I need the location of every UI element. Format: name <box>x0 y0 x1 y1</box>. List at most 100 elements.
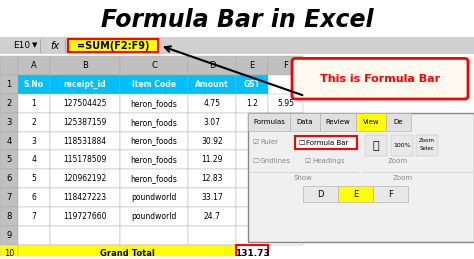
Bar <box>268 169 303 188</box>
Text: Item Code: Item Code <box>132 80 176 89</box>
Text: Data: Data <box>297 119 313 125</box>
Text: 1: 1 <box>6 80 12 89</box>
Text: 118427223: 118427223 <box>64 193 107 202</box>
Bar <box>268 226 303 244</box>
Bar <box>188 75 236 94</box>
Text: 9: 9 <box>6 231 12 240</box>
Text: 4.27: 4.27 <box>277 118 294 127</box>
Bar <box>320 113 356 131</box>
Bar <box>18 113 50 132</box>
Text: S.No: S.No <box>24 80 44 89</box>
Bar <box>68 39 158 53</box>
Bar <box>0 188 18 207</box>
Bar <box>0 37 474 54</box>
Text: Review: Review <box>326 119 350 125</box>
Text: Ruler: Ruler <box>260 139 278 145</box>
Text: ▼: ▼ <box>32 42 38 48</box>
Text: 12.83: 12.83 <box>201 174 223 183</box>
Bar <box>236 169 268 188</box>
Bar <box>188 56 236 75</box>
Text: Zoom: Zoom <box>388 159 408 164</box>
Bar <box>188 113 236 132</box>
Text: 125387159: 125387159 <box>64 118 107 127</box>
Bar <box>236 94 268 113</box>
Text: 118531884: 118531884 <box>64 136 107 146</box>
Text: heron_foods: heron_foods <box>130 155 177 164</box>
Text: heron_foods: heron_foods <box>130 118 177 127</box>
Text: 7: 7 <box>32 212 36 221</box>
Text: This is Formula Bar: This is Formula Bar <box>320 74 440 84</box>
Text: 33.17: 33.17 <box>201 193 223 202</box>
Bar <box>18 226 50 244</box>
Text: 4.75: 4.75 <box>203 99 220 108</box>
Bar <box>236 75 268 94</box>
Bar <box>50 56 120 75</box>
Bar <box>120 113 188 132</box>
Text: Formulas: Formulas <box>253 119 285 125</box>
Text: 11.29: 11.29 <box>201 155 223 164</box>
Text: 10: 10 <box>4 249 14 258</box>
Text: =SUM(F2:F9): =SUM(F2:F9) <box>77 41 149 51</box>
FancyBboxPatch shape <box>292 59 468 99</box>
Text: 120962192: 120962192 <box>64 174 107 183</box>
Text: 131.73: 131.73 <box>235 249 269 258</box>
Bar <box>50 207 120 226</box>
Bar <box>120 207 188 226</box>
Bar <box>0 207 18 226</box>
Text: 3.07: 3.07 <box>203 118 220 127</box>
Bar <box>236 132 268 150</box>
Text: E: E <box>249 61 255 70</box>
Bar <box>0 56 18 75</box>
Bar <box>248 113 474 242</box>
Text: 115178509: 115178509 <box>64 155 107 164</box>
Bar <box>338 186 373 202</box>
Text: 4: 4 <box>32 155 36 164</box>
Text: F: F <box>388 190 393 199</box>
Bar <box>188 226 236 244</box>
Text: Selec: Selec <box>419 146 434 151</box>
Text: De: De <box>394 119 403 125</box>
Bar <box>120 169 188 188</box>
Bar <box>268 150 303 169</box>
Text: receipt_id: receipt_id <box>64 80 106 89</box>
Text: ☑: ☑ <box>252 139 258 145</box>
Bar <box>188 169 236 188</box>
Bar <box>120 188 188 207</box>
Bar <box>50 169 120 188</box>
Bar <box>236 226 268 244</box>
Bar <box>50 150 120 169</box>
Bar <box>356 113 386 131</box>
Text: Show: Show <box>293 175 312 181</box>
Text: D: D <box>209 61 215 70</box>
Text: Headings: Headings <box>312 159 345 164</box>
Bar <box>0 169 18 188</box>
Bar <box>0 94 18 113</box>
Text: 7: 7 <box>6 193 12 202</box>
Text: Formula Bar: Formula Bar <box>306 140 348 146</box>
Bar <box>268 132 303 150</box>
Bar <box>18 207 50 226</box>
Bar <box>416 135 438 156</box>
Bar <box>188 132 236 150</box>
Bar <box>18 169 50 188</box>
Bar <box>120 94 188 113</box>
Text: 3: 3 <box>6 118 12 127</box>
Text: Gridlines: Gridlines <box>260 159 291 164</box>
Bar <box>236 150 268 169</box>
Text: 100%: 100% <box>393 143 411 148</box>
Bar <box>120 56 188 75</box>
Text: GST: GST <box>244 80 261 89</box>
Bar <box>120 150 188 169</box>
Bar <box>373 186 408 202</box>
Bar <box>0 244 18 259</box>
Text: 8: 8 <box>6 212 12 221</box>
Bar <box>0 150 18 169</box>
Bar <box>188 188 236 207</box>
Text: fx: fx <box>50 41 60 51</box>
Text: Grand Total: Grand Total <box>100 249 155 258</box>
Text: F: F <box>283 61 288 70</box>
Bar <box>290 113 320 131</box>
Bar <box>18 94 50 113</box>
Bar <box>268 56 303 75</box>
Bar <box>268 188 303 207</box>
